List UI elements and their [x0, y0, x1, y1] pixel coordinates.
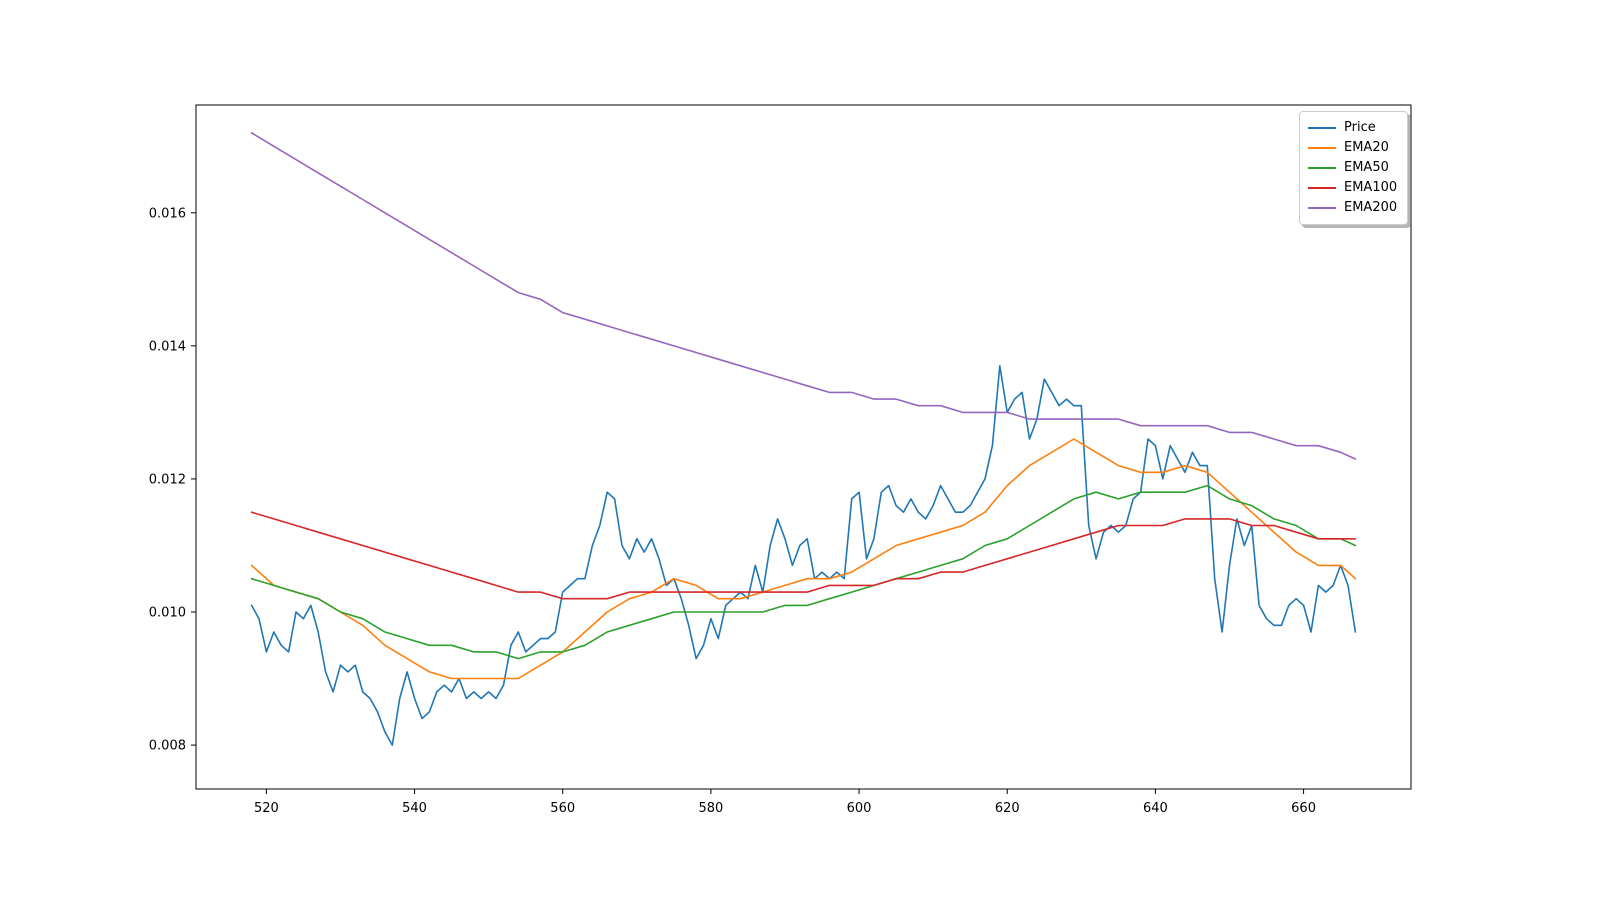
legend-label: EMA50	[1344, 160, 1389, 175]
axes-frame	[195, 104, 1412, 790]
series-line-ema20	[250, 438, 1357, 680]
series-line-price	[250, 364, 1357, 746]
legend-label: EMA100	[1344, 180, 1398, 195]
x-tick-label: 560	[550, 801, 575, 816]
x-tick-label: 600	[847, 801, 872, 816]
x-tick-label: 620	[995, 801, 1020, 816]
legend-item: Price	[1308, 118, 1397, 138]
legend-label: EMA20	[1344, 140, 1389, 155]
x-tick-label: 580	[698, 801, 723, 816]
legend-swatch	[1308, 147, 1336, 149]
y-tick-label: 0.010	[149, 606, 186, 621]
legend-item: EMA200	[1308, 198, 1397, 218]
x-tick-label: 520	[254, 801, 279, 816]
series-line-ema100	[250, 511, 1357, 600]
series-line-ema200	[250, 132, 1357, 460]
y-tick-label: 0.012	[149, 472, 186, 487]
legend-label: EMA200	[1344, 200, 1398, 215]
legend-swatch	[1308, 167, 1336, 169]
legend-item: EMA50	[1308, 158, 1397, 178]
legend-swatch	[1308, 187, 1336, 189]
x-tick-label: 640	[1143, 801, 1168, 816]
y-tick-label: 0.016	[149, 206, 186, 221]
legend-swatch	[1308, 127, 1336, 129]
legend-item: EMA20	[1308, 138, 1397, 158]
legend-label: Price	[1344, 120, 1376, 135]
legend-item: EMA100	[1308, 178, 1397, 198]
legend-swatch	[1308, 207, 1336, 209]
series-line-ema50	[250, 484, 1357, 660]
x-tick-label: 660	[1291, 801, 1316, 816]
x-tick-label: 540	[402, 801, 427, 816]
y-tick-label: 0.014	[149, 339, 186, 354]
legend: Price EMA20 EMA50 EMA100 EMA200	[1299, 111, 1409, 225]
y-tick-label: 0.008	[149, 739, 186, 754]
